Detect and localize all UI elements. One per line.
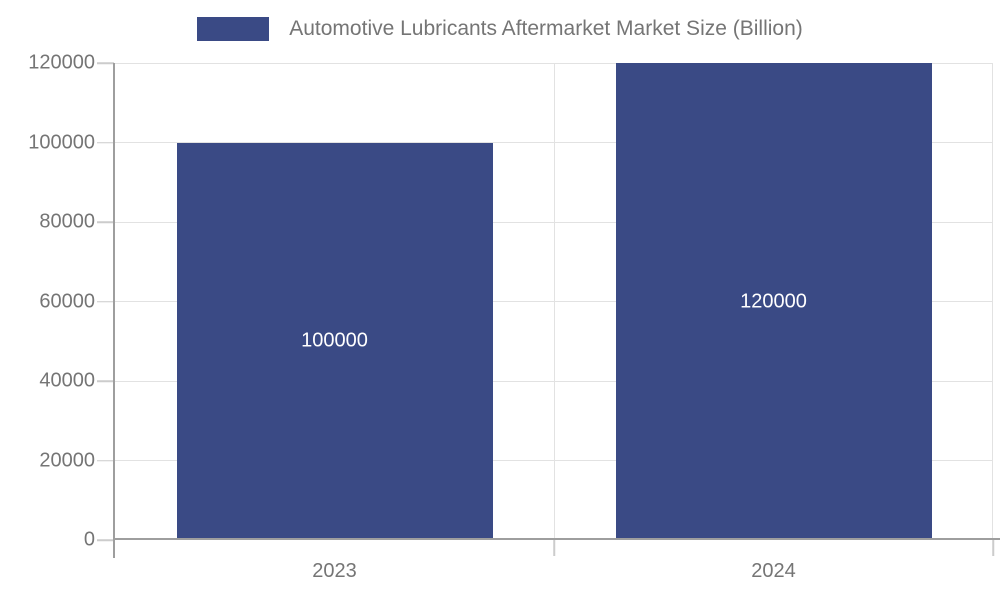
x-axis-category-label: 2023 [312,560,357,582]
legend-swatch [197,17,270,41]
y-axis-tick [97,539,114,541]
bar-value-label: 100000 [301,329,368,352]
y-axis-tick-label: 60000 [39,290,95,312]
plot-area: 100000 120000 [115,63,993,540]
x-axis-tick [553,540,555,556]
y-axis-tick-label: 80000 [39,210,95,233]
y-axis-tick [97,221,114,223]
gridline-vertical [554,63,555,540]
y-axis-tick [97,141,114,144]
x-axis-ticks [115,540,994,560]
chart-title: Automotive Lubricants Aftermarket Market… [289,17,803,40]
y-axis-tick-label: 120000 [28,51,95,74]
y-axis-tick-label: 40000 [39,369,95,392]
x-axis-line [114,538,1000,540]
x-axis-labels: 2023 2024 [115,560,993,592]
x-axis-category-label: 2024 [751,560,796,582]
y-axis-tick-label: 100000 [28,131,95,153]
y-axis-tick-label: 0 [83,528,95,551]
y-axis-tick [97,380,114,382]
bar-value-label: 120000 [740,290,807,312]
x-axis-tick [992,540,994,556]
legend: Automotive Lubricants Aftermarket Market… [0,17,1000,41]
y-axis-tick-label: 20000 [39,449,95,471]
y-axis-tick [97,459,114,462]
y-axis-line [113,63,115,558]
y-axis-labels: 0 20000 40000 60000 80000 100000 120000 [0,52,95,551]
gridline-vertical [992,63,993,540]
y-axis-tick [97,62,114,64]
y-axis-tick [97,300,114,303]
bar [176,142,493,540]
y-axis-ticks [97,62,115,541]
bar [615,63,932,540]
